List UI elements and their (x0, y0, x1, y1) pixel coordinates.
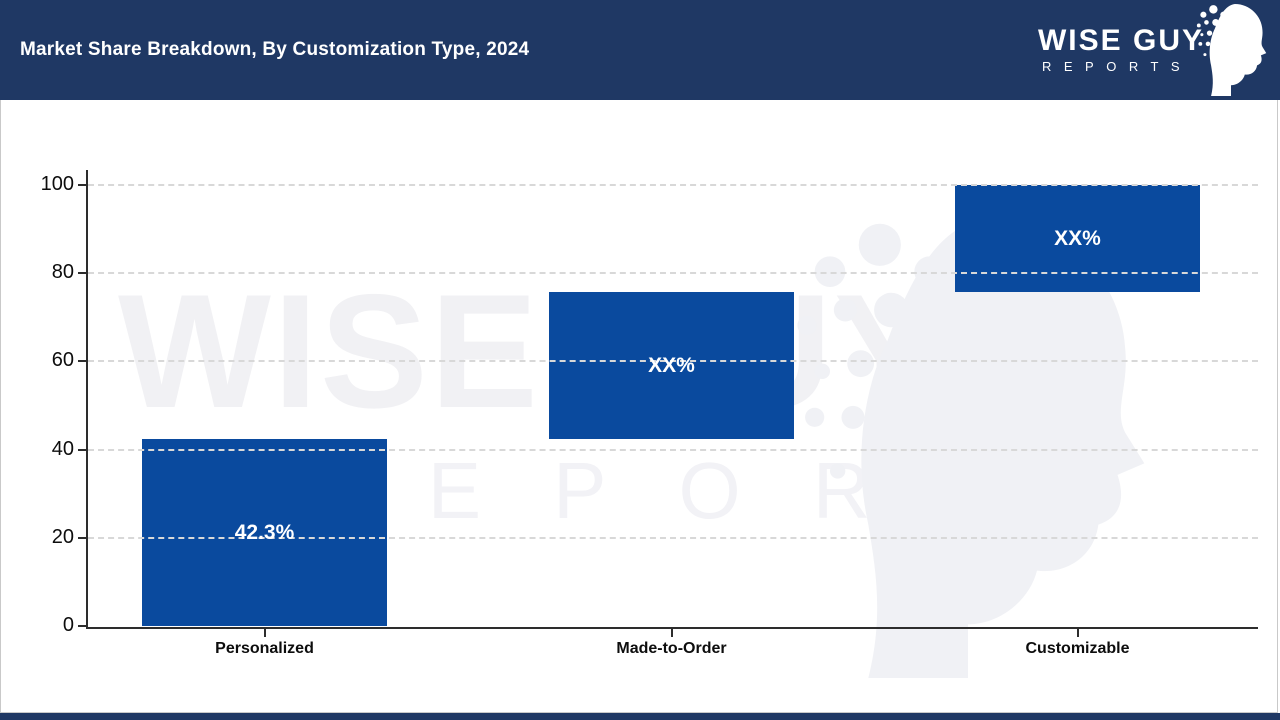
page-title: Market Share Breakdown, By Customization… (20, 39, 530, 60)
logo-text: WISE GUY REPORTS (1037, 23, 1204, 75)
wise-guy-reports-logo: WISE GUY REPORTS (1038, 4, 1274, 96)
logo-wiseguy-text: WISE GUY (1037, 23, 1204, 57)
dotted-head-icon (1188, 4, 1274, 96)
header-bar: Market Share Breakdown, By Customization… (0, 0, 1280, 100)
logo-reports-text: REPORTS (1041, 58, 1193, 74)
footer-bar (0, 713, 1280, 720)
plot-background (0, 100, 1278, 713)
